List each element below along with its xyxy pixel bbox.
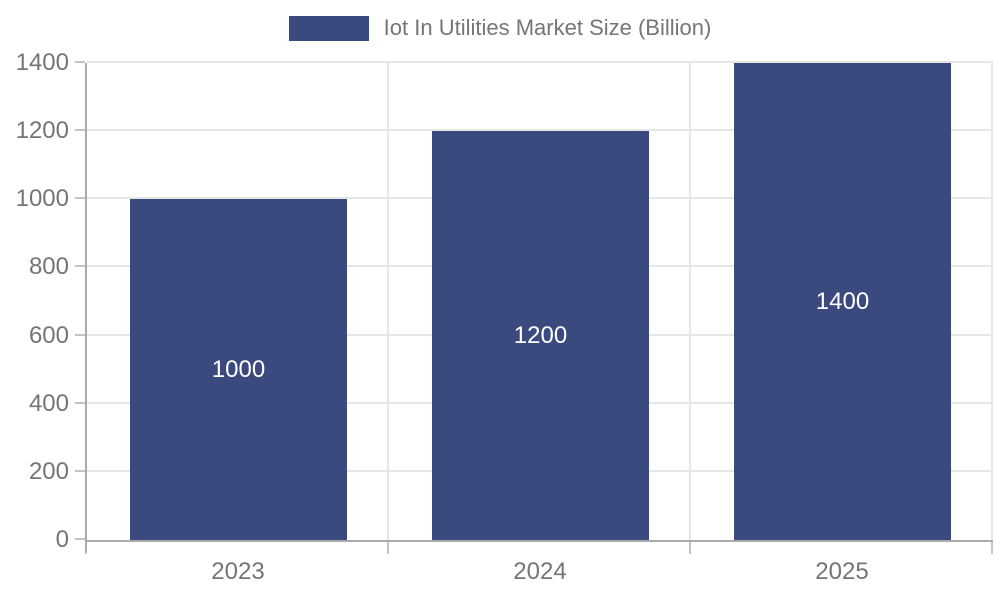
y-axis-line	[85, 63, 87, 552]
y-axis-tick	[75, 129, 85, 132]
legend-label: Iot In Utilities Market Size (Billion)	[383, 15, 712, 40]
y-axis-tick-label: 800	[28, 253, 69, 281]
y-axis-tick-label: 200	[28, 457, 69, 485]
y-axis-tick	[75, 469, 85, 472]
y-axis-tick-label: 1200	[15, 117, 69, 145]
bar-value-label: 1400	[815, 287, 870, 315]
legend-swatch	[288, 15, 369, 41]
y-axis-tick	[75, 197, 85, 200]
legend-item[interactable]: Iot In Utilities Market Size (Billion)	[0, 13, 1000, 43]
x-axis-tick-label: 2025	[815, 558, 869, 585]
y-axis-tick	[75, 401, 85, 404]
y-axis-tick	[75, 61, 85, 63]
y-axis-tick	[75, 265, 85, 268]
x-axis-tick-label: 2024	[513, 558, 567, 585]
y-axis-tick-label: 600	[28, 321, 69, 349]
x-axis-tick-label: 2023	[211, 558, 265, 585]
x-axis-tick	[991, 542, 993, 554]
bar-2023[interactable]: 1000	[130, 199, 347, 540]
y-axis-tick-label: 400	[28, 389, 69, 417]
x-axis-tick	[689, 542, 691, 554]
y-axis-tick	[75, 333, 85, 336]
x-axis-line	[85, 540, 993, 542]
bar-value-label: 1000	[211, 355, 266, 383]
y-axis-tick-label: 1400	[15, 49, 69, 76]
y-gridline	[87, 61, 993, 63]
bar-2025[interactable]: 1400	[734, 63, 951, 540]
y-axis-tick	[75, 538, 85, 540]
category-boundary-gridline	[689, 63, 691, 540]
plot-area: 0 200 400 600 800 1000 1200 1400 1000 2023 1200 202…	[16, 49, 993, 585]
bar-value-label: 1200	[513, 321, 568, 349]
y-axis-tick-label: 0	[55, 526, 69, 553]
category-boundary-gridline	[387, 63, 389, 540]
bar-2024[interactable]: 1200	[432, 131, 649, 540]
category-boundary-gridline	[991, 63, 993, 540]
x-axis-tick	[387, 542, 389, 554]
y-gridline	[87, 129, 993, 132]
y-axis-tick-label: 1000	[15, 185, 69, 213]
